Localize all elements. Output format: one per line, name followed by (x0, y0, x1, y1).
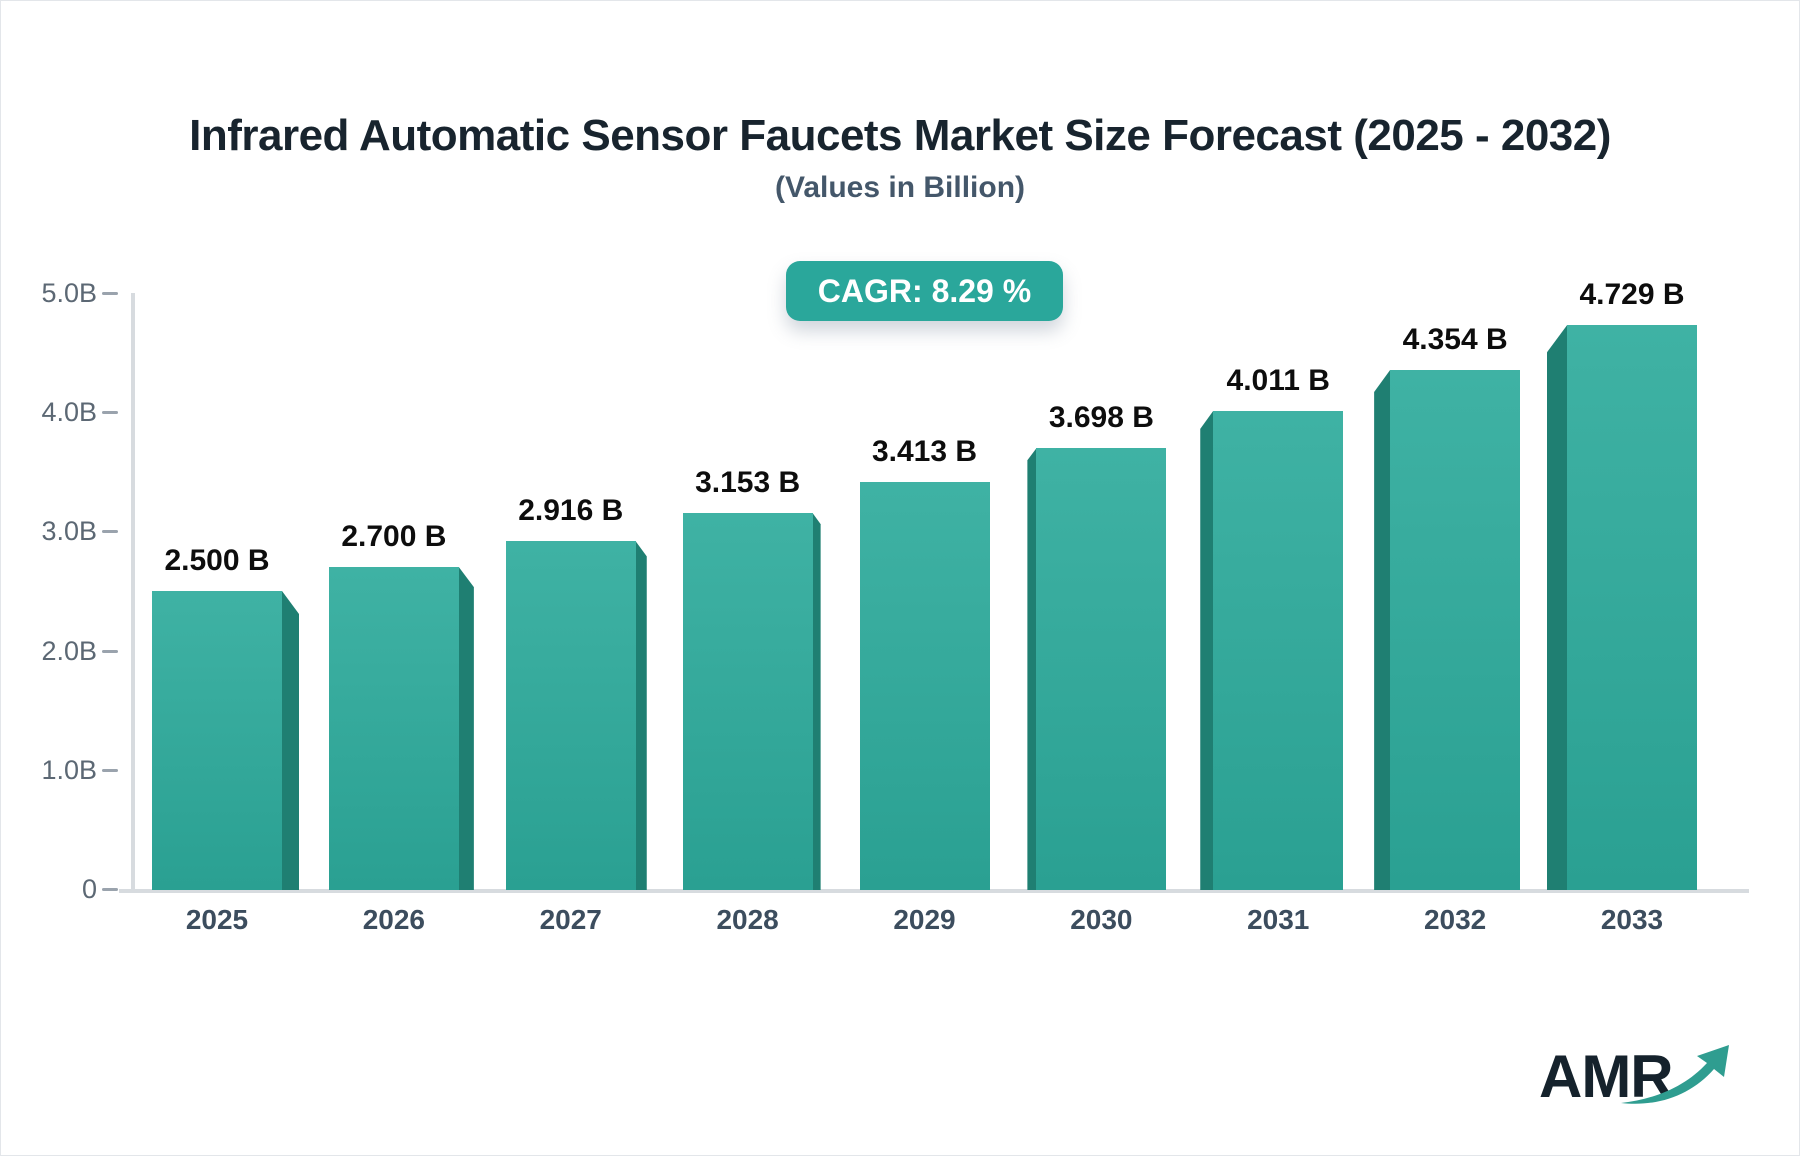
bar-value-label: 3.413 B (871, 435, 978, 469)
x-axis-tick-label: 2025 (185, 904, 249, 935)
x-axis-tick-label: 2030 (1070, 904, 1133, 935)
bar-value-label: 4.354 B (1402, 323, 1508, 356)
growth-arrow-icon (1621, 1045, 1729, 1104)
cagr-badge: CAGR: 8.29 % (786, 261, 1063, 321)
amr-logo: AMR (1539, 1037, 1759, 1117)
y-axis-tick-label: 4.0B (41, 397, 97, 428)
y-axis-tick-mark (102, 768, 118, 772)
x-axis-tick-label: 2026 (362, 904, 426, 935)
y-axis-tick-mark (102, 530, 118, 534)
y-axis-tick-mark (102, 888, 118, 891)
y-axis-tick-label: 2.0B (41, 635, 97, 666)
y-axis-tick-mark (102, 649, 118, 653)
x-axis-tick-label: 2032 (1423, 904, 1487, 935)
bar-side-2027 (635, 541, 647, 890)
bar-value-label: 4.011 B (1226, 363, 1330, 397)
bar-2025 (152, 591, 282, 890)
y-axis-tick-label: 3.0B (41, 516, 97, 547)
y-axis-tick-label: 0 (81, 874, 97, 904)
x-axis-tick-label: 2028 (716, 904, 779, 935)
x-axis-tick-label: 2027 (539, 904, 602, 935)
y-axis-tick-mark (102, 411, 118, 415)
chart-title: Infrared Automatic Sensor Faucets Market… (189, 111, 1611, 160)
bar-side-2031 (1200, 410, 1214, 890)
bar-side-2030 (1027, 448, 1037, 890)
bar-side-2033 (1547, 325, 1567, 890)
x-axis-tick-label: 2033 (1600, 904, 1664, 935)
bar-side-2025 (282, 591, 299, 890)
y-axis-line (131, 293, 135, 893)
bar-2031 (1213, 410, 1344, 890)
bar-side-2026 (458, 567, 474, 890)
bar-value-label: 2.700 B (341, 520, 447, 554)
bar-2027 (505, 541, 636, 890)
bar-2033 (1567, 325, 1697, 890)
bar-value-label: 3.698 B (1048, 401, 1154, 435)
bar-2029 (859, 482, 990, 890)
x-axis-tick-label: 2029 (893, 904, 956, 935)
bar-value-label: 3.153 B (695, 466, 801, 500)
bar-value-label: 2.500 B (164, 544, 270, 577)
bar-2030 (1036, 448, 1167, 890)
bar-value-label: 2.916 B (518, 494, 624, 528)
bar-2026 (328, 567, 459, 890)
bar-2028 (682, 513, 813, 890)
bar-side-2028 (812, 513, 821, 890)
bar-2032 (1390, 370, 1521, 890)
y-axis-tick-mark (102, 292, 118, 295)
chart-subtitle: (Values in Billion) (774, 171, 1026, 204)
y-axis-tick-label: 1.0B (41, 754, 97, 785)
x-axis-line (119, 889, 1749, 893)
bar-side-2032 (1374, 370, 1391, 890)
y-axis-tick-label: 5.0B (41, 278, 97, 308)
bar-value-label: 4.729 B (1579, 278, 1685, 312)
x-axis-tick-label: 2031 (1247, 904, 1310, 935)
